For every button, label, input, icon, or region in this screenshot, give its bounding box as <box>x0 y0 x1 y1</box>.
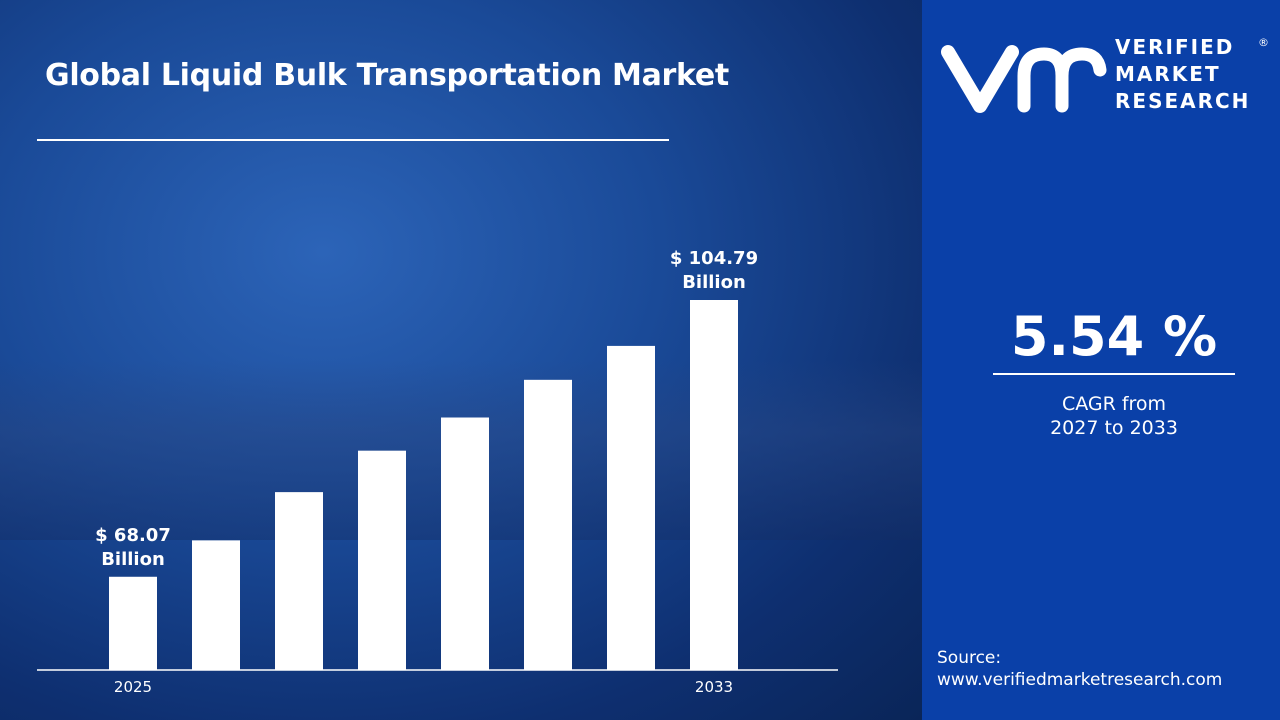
cagr-label: CAGR from 2027 to 2033 <box>993 392 1235 440</box>
chart-title: Global Liquid Bulk Transportation Market <box>45 58 729 93</box>
data-label: $ 104.79 <box>670 248 758 269</box>
bar-4 <box>441 417 489 670</box>
source-url[interactable]: www.verifiedmarketresearch.com <box>937 670 1223 690</box>
info-panel <box>922 0 1280 720</box>
brand-line-2: MARKET <box>1115 62 1221 86</box>
cagr-label-line1: CAGR from <box>1061 393 1167 415</box>
bar-7 <box>690 300 738 670</box>
brand-name: VERIFIED MARKET RESEARCH <box>1115 34 1250 115</box>
source-label: Source: <box>937 648 1002 668</box>
bar-0 <box>109 576 157 670</box>
vmr-logo <box>941 45 1107 113</box>
bar-chart: 2025 2033 $ 68.07 Billion $ 104.79 Billion <box>37 248 838 696</box>
x-tick-label: 2033 <box>695 678 733 696</box>
cagr-value: 5.54 % <box>1010 305 1218 368</box>
title-divider <box>37 139 669 141</box>
x-tick-label: 2025 <box>114 678 152 696</box>
cagr-label-line2: 2027 to 2033 <box>1050 417 1178 439</box>
bar-5 <box>524 379 572 670</box>
bar-1 <box>192 540 240 670</box>
source: Source: www.verifiedmarketresearch.com <box>937 647 1222 691</box>
bar-3 <box>358 450 406 670</box>
data-label: Billion <box>682 272 746 293</box>
bar-2 <box>275 492 323 670</box>
brand-line-3: RESEARCH <box>1115 89 1251 113</box>
cagr-divider <box>993 373 1235 375</box>
registered-mark: ® <box>1258 36 1269 49</box>
data-label: Billion <box>101 549 165 570</box>
bar-6 <box>607 345 655 670</box>
data-label: $ 68.07 <box>95 525 171 546</box>
brand-line-1: VERIFIED <box>1115 35 1235 59</box>
